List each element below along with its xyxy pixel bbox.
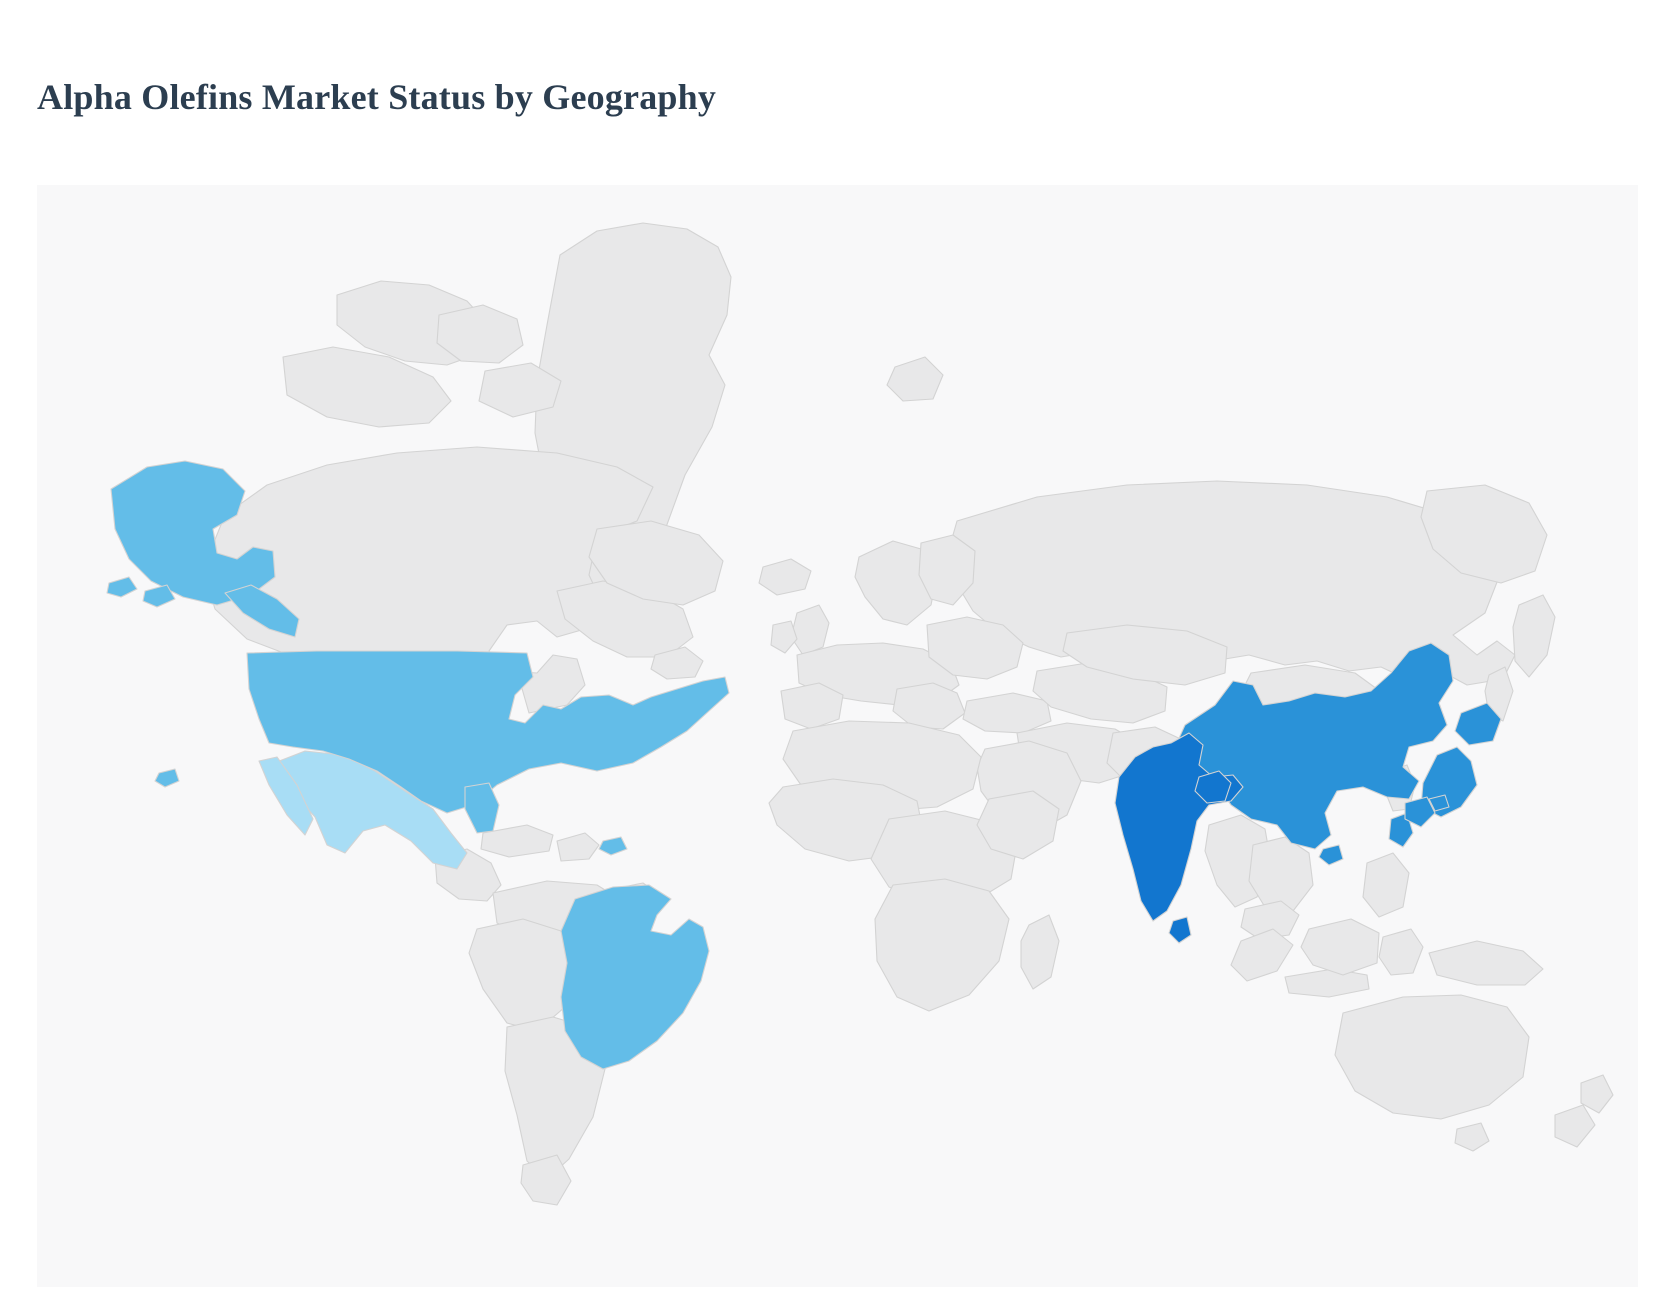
region-finland-baltic[interactable] (919, 535, 975, 605)
region-sumatra[interactable] (1231, 929, 1293, 981)
region-central-africa[interactable] (871, 811, 1017, 903)
region-florida[interactable] (465, 783, 499, 833)
region-svalbard[interactable] (887, 357, 943, 401)
map-regions-highlighted (107, 461, 1501, 1069)
region-mexico[interactable] (269, 751, 467, 869)
region-iberia[interactable] (781, 683, 843, 729)
region-southern-africa[interactable] (875, 879, 1009, 1011)
region-japan-shikoku[interactable] (1429, 795, 1449, 811)
region-taiwan[interactable] (1389, 813, 1413, 847)
region-borneo[interactable] (1301, 919, 1379, 975)
region-hainan[interactable] (1319, 845, 1343, 865)
region-scandinavia[interactable] (855, 541, 937, 625)
region-patagonia[interactable] (521, 1155, 571, 1205)
map-regions-default (203, 223, 1613, 1205)
region-new-guinea[interactable] (1429, 941, 1543, 985)
region-newfoundland[interactable] (651, 647, 703, 679)
region-sakhalin[interactable] (1485, 667, 1513, 721)
region-turkey[interactable] (963, 693, 1051, 733)
region-baja-california[interactable] (259, 757, 313, 835)
world-choropleth-map[interactable] (37, 185, 1638, 1287)
region-puerto-rico[interactable] (599, 837, 627, 855)
region-east-africa[interactable] (977, 791, 1059, 859)
region-canada-arctic-4[interactable] (479, 363, 561, 417)
region-hawaii[interactable] (155, 769, 179, 787)
region-kamchatka[interactable] (1513, 595, 1555, 677)
region-china[interactable] (1175, 643, 1453, 849)
region-bangladesh[interactable] (1195, 771, 1231, 803)
region-kazakhstan[interactable] (1063, 625, 1227, 685)
region-tasmania[interactable] (1455, 1123, 1489, 1151)
region-canada-arctic-3[interactable] (437, 305, 523, 363)
region-iceland[interactable] (759, 559, 811, 595)
region-balkans-italy[interactable] (893, 683, 965, 729)
region-philippines[interactable] (1363, 853, 1409, 917)
region-siberia-east[interactable] (1421, 485, 1547, 583)
region-cuba-caribbean[interactable] (481, 825, 553, 857)
region-united-states[interactable] (247, 651, 729, 813)
region-alaska[interactable] (111, 461, 275, 605)
region-sulawesi[interactable] (1379, 929, 1423, 975)
region-aleutians-2[interactable] (143, 585, 175, 607)
page-title: Alpha Olefins Market Status by Geography (37, 77, 717, 117)
region-sri-lanka[interactable] (1169, 917, 1191, 943)
region-new-zealand-south[interactable] (1555, 1105, 1595, 1147)
region-brazil[interactable] (561, 885, 709, 1069)
region-new-zealand-north[interactable] (1581, 1075, 1613, 1113)
region-hispaniola[interactable] (557, 833, 599, 861)
region-japan-hokkaido[interactable] (1455, 703, 1501, 745)
region-aleutians-1[interactable] (107, 577, 137, 597)
region-malaysia[interactable] (1241, 901, 1299, 939)
world-map-panel[interactable] (37, 185, 1638, 1287)
region-australia[interactable] (1335, 995, 1529, 1119)
region-alaska-panhandle[interactable] (225, 585, 299, 637)
region-madagascar[interactable] (1021, 915, 1059, 989)
region-japan-kyushu[interactable] (1405, 797, 1435, 827)
region-canada-arctic-2[interactable] (283, 347, 451, 427)
region-quebec-labrador[interactable] (589, 521, 723, 605)
region-eastern-europe[interactable] (927, 617, 1023, 679)
region-ireland[interactable] (771, 621, 797, 653)
